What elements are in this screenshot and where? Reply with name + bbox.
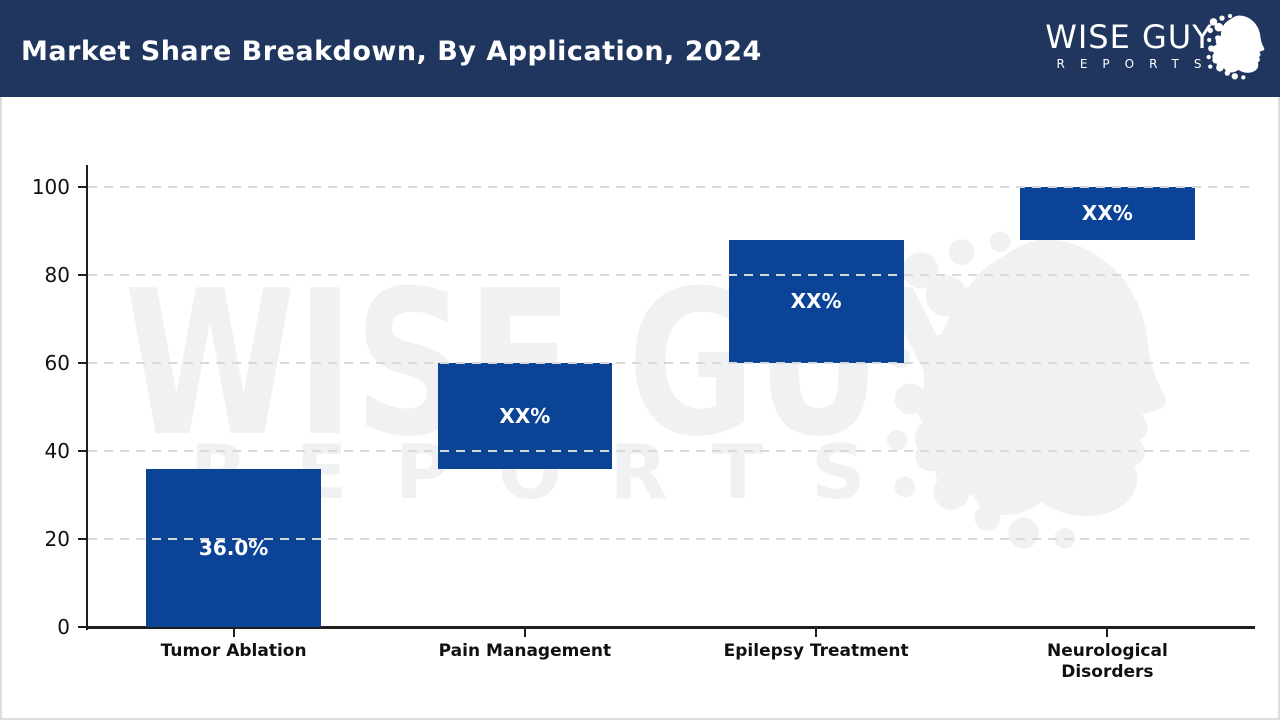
bar-value-label: XX%: [790, 289, 842, 314]
brand-logo-primary-text: WISE GUY: [1045, 18, 1213, 56]
x-axis-category-label: Epilepsy Treatment: [723, 641, 909, 661]
x-axis-tick: [523, 629, 526, 637]
x-axis-tick: [815, 629, 818, 637]
header-bar: Market Share Breakdown, By Application, …: [0, 0, 1280, 97]
x-axis-tick: [1106, 629, 1109, 637]
y-axis-tick-label: 60: [44, 351, 70, 375]
y-axis-tick: [78, 450, 86, 452]
bar-value-label: 36.0%: [198, 535, 269, 560]
chart-region: WISE GUY REPORTS 36.0% Tumor Ablation XX% P…: [0, 97, 1280, 720]
bar-epilepsy-treatment: XX%: [728, 239, 904, 363]
gridline: [88, 450, 1253, 452]
y-axis-tick: [78, 274, 86, 276]
x-axis-category-label: Tumor Ablation: [160, 641, 307, 661]
gridline: [88, 362, 1253, 364]
y-axis-tick-label: 40: [44, 439, 70, 463]
y-axis-tick: [78, 538, 86, 540]
gridline: [88, 538, 1253, 540]
plot-area: 36.0% Tumor Ablation XX% Pain Management XX%…: [32, 165, 1255, 682]
y-axis-tick-label: 20: [44, 527, 70, 551]
x-axis-tick: [232, 629, 235, 637]
brand-logo: WISE GUY REPORTS: [1044, 20, 1214, 71]
y-axis-tick-label: 80: [44, 263, 70, 287]
y-axis-tick-label: 0: [57, 615, 70, 639]
brand-logo-secondary-text: REPORTS: [1056, 57, 1217, 71]
bar-value-label: XX%: [1081, 201, 1133, 226]
bar-tumor-ablation: 36.0%: [146, 468, 321, 627]
bar-value-label: XX%: [499, 403, 551, 428]
y-axis-tick-label: 100: [31, 175, 70, 199]
gridline: [88, 186, 1253, 188]
y-axis-tick: [78, 186, 86, 188]
y-axis-tick: [78, 626, 86, 628]
gridline: [88, 274, 1253, 276]
x-axis-category-label: Neurological Disorders: [1046, 641, 1168, 682]
bar-pain-management: XX%: [437, 363, 613, 469]
page-title: Market Share Breakdown, By Application, …: [21, 36, 762, 67]
x-axis-line: [86, 626, 1255, 629]
bar-neurological-disorders: XX%: [1020, 187, 1195, 240]
y-axis-line: [86, 165, 88, 630]
head-profile-dots-icon: [1206, 10, 1270, 86]
y-axis-tick: [78, 362, 86, 364]
x-axis-category-label: Pain Management: [438, 641, 612, 661]
